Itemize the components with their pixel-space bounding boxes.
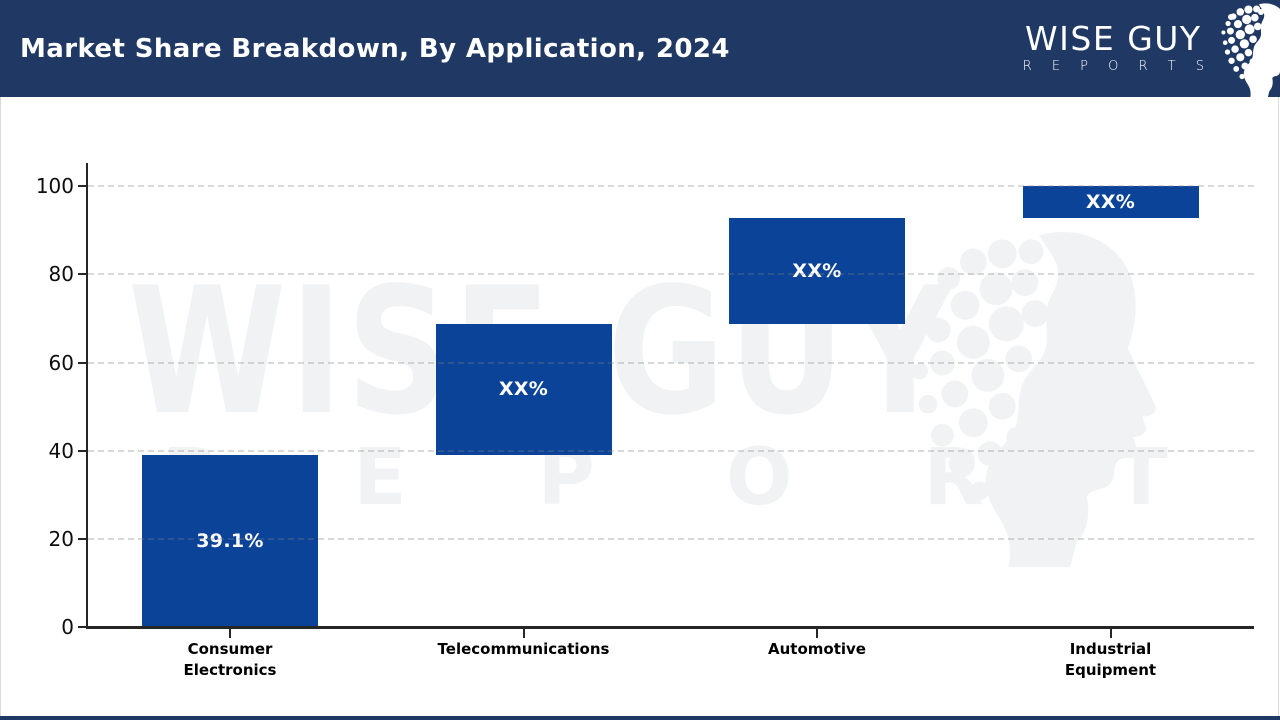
header: Market Share Breakdown, By Application, … [0, 0, 1280, 98]
brand-subname: R E P O R T S [1022, 59, 1212, 74]
brand-name: WISE GUY [1025, 19, 1202, 58]
y-tick-100 [78, 185, 87, 188]
x-tick-automotive [816, 629, 818, 638]
x-tick-label-industrial-equipment: Industrial Equipment [991, 639, 1231, 681]
x-tick-label-automotive: Automotive [697, 639, 937, 660]
x-tick-label-line: Industrial [1069, 640, 1152, 658]
gridline-80 [88, 273, 1254, 276]
page-border-right [1278, 97, 1279, 716]
x-tick-label-line: Telecommunications [437, 640, 610, 658]
y-tick-60 [78, 361, 87, 364]
x-tick-industrial-equipment [1109, 629, 1112, 638]
gridline-40 [88, 449, 1254, 452]
y-tick-label-80: 80 [48, 262, 74, 287]
y-tick-0 [78, 626, 87, 628]
gridline-20 [88, 537, 1254, 540]
x-tick-label-line: Equipment [1064, 661, 1157, 679]
brand-logo: WISE GUY R E P O R T S [1023, 0, 1280, 98]
bar-value-label-consumer-electronics: 39.1% [196, 529, 264, 552]
y-tick-40 [78, 449, 87, 452]
x-tick-label-line: Consumer [187, 640, 273, 658]
x-tick-telecommunications [522, 629, 525, 638]
y-tick-label-0: 0 [61, 615, 74, 639]
x-axis-line [86, 626, 1254, 629]
bar-automotive: XX% [729, 218, 905, 325]
footer-stripe [0, 716, 1280, 720]
y-tick-label-60: 60 [48, 350, 74, 375]
y-tick-label-20: 20 [48, 526, 74, 551]
bar-consumer-electronics: 39.1% [142, 454, 318, 627]
brand-logo-text: WISE GUY R E P O R T S [1015, 19, 1212, 75]
bar-industrial-equipment: XX% [1022, 186, 1199, 219]
x-tick-label-consumer-electronics: Consumer Electronics [110, 639, 350, 681]
face-profile-icon [1221, 3, 1280, 98]
y-tick-label-100: 100 [35, 174, 74, 199]
page-title: Market Share Breakdown, By Application, … [20, 33, 730, 64]
gridline-60 [88, 361, 1254, 364]
bar-value-label-telecommunications: XX% [498, 378, 549, 401]
y-tick-20 [78, 537, 87, 540]
page-border-left [0, 97, 1, 716]
y-tick-label-40: 40 [48, 438, 74, 463]
bar-value-label-automotive: XX% [792, 260, 842, 283]
bar-value-label-industrial-equipment: XX% [1085, 191, 1136, 214]
x-tick-label-telecommunications: Telecommunications [404, 639, 644, 660]
logo-dot-icon [1258, 9, 1264, 15]
x-tick-label-line: Automotive [768, 640, 866, 658]
gridline-100 [88, 185, 1254, 188]
y-axis-line [86, 163, 88, 629]
bar-telecommunications: XX% [435, 324, 612, 455]
y-tick-80 [78, 273, 87, 276]
x-tick-consumer-electronics [229, 629, 231, 638]
x-tick-label-line: Electronics [183, 661, 277, 679]
